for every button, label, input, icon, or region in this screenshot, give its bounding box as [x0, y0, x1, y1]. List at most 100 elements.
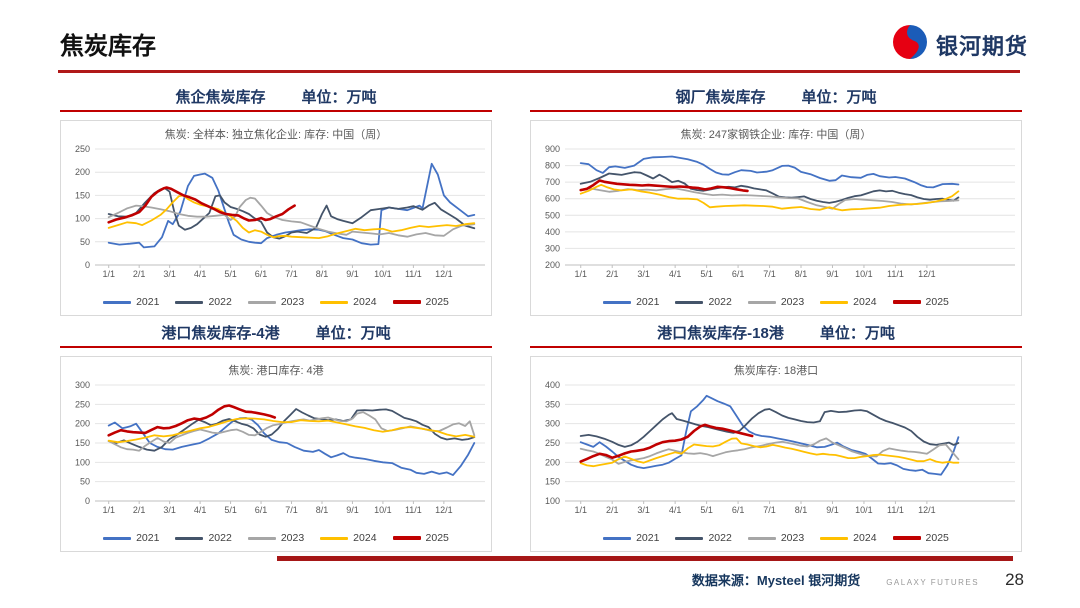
- svg-text:11/1: 11/1: [405, 269, 422, 279]
- svg-text:5/1: 5/1: [700, 269, 713, 279]
- legend-label: 2021: [636, 296, 660, 308]
- legend-swatch: [392, 536, 421, 540]
- chart-frame: 焦炭库存: 18港口 100 150 200 250 300 350 400 1/1 2/1 3/…: [530, 356, 1022, 552]
- chart-title-underline: [530, 346, 1022, 348]
- chart-unit-label: 单位：万吨: [801, 89, 877, 106]
- legend-item-2023: 2023: [247, 296, 305, 308]
- legend-item-2025: 2025: [892, 296, 949, 308]
- legend-label: 2025: [925, 532, 949, 544]
- svg-text:400: 400: [545, 227, 560, 237]
- svg-text:1/1: 1/1: [574, 505, 587, 515]
- svg-text:800: 800: [545, 161, 560, 171]
- svg-text:2/1: 2/1: [133, 505, 146, 515]
- svg-text:400: 400: [545, 380, 560, 390]
- svg-text:50: 50: [80, 477, 90, 487]
- legend-item-2025: 2025: [392, 296, 449, 308]
- chart-subtitle: 焦炭: 247家钢铁企业: 库存: 中国（周）: [680, 129, 872, 141]
- line-chart-coke-plants: 0 50 100 150 200 250 1/1 2/1 3/1 4/1 5/1 6/1 7/1 8/1 9…: [75, 144, 485, 279]
- legend-label: 2025: [925, 296, 949, 308]
- legend-swatch: [603, 536, 632, 540]
- svg-text:10/1: 10/1: [855, 505, 873, 515]
- chart-title: 焦企焦炭库存 单位：万吨: [60, 86, 492, 108]
- svg-text:200: 200: [75, 167, 90, 177]
- svg-text:200: 200: [545, 457, 560, 467]
- svg-text:900: 900: [545, 144, 560, 154]
- legend-swatch: [175, 300, 204, 304]
- chart-legend: 2021 2022 2023 2024 2025: [61, 296, 491, 308]
- legend-swatch: [103, 536, 132, 540]
- svg-text:5/1: 5/1: [224, 269, 237, 279]
- svg-text:9/1: 9/1: [346, 269, 359, 279]
- svg-text:7/1: 7/1: [285, 505, 298, 515]
- svg-text:8/1: 8/1: [316, 505, 329, 515]
- svg-text:6/1: 6/1: [255, 269, 268, 279]
- line-chart-ports-4: 0 50 100 150 200 250 300 1/1 2/1 3/1 4/1 5/1 6/1 7/1 8…: [75, 380, 485, 515]
- brand-text: GALAXY FUTURES: [886, 578, 980, 587]
- legend-label: 2023: [280, 296, 305, 308]
- svg-text:3/1: 3/1: [637, 269, 650, 279]
- svg-text:7/1: 7/1: [763, 269, 776, 279]
- svg-text:3/1: 3/1: [163, 269, 176, 279]
- legend-label: 2023: [280, 532, 305, 544]
- legend-label: 2022: [708, 296, 732, 308]
- legend-label: 2024: [353, 532, 377, 544]
- chart-panel-steel-mills: 钢厂焦炭库存 单位：万吨 焦炭: 247家钢铁企业: 库存: 中国（周） 200…: [530, 86, 1022, 316]
- svg-text:7/1: 7/1: [285, 269, 298, 279]
- legend-swatch: [103, 300, 132, 304]
- legend-swatch: [320, 536, 349, 540]
- chart-legend: 2021 2022 2023 2024 2025: [531, 296, 1021, 308]
- svg-text:6/1: 6/1: [732, 269, 745, 279]
- svg-text:2/1: 2/1: [606, 269, 619, 279]
- svg-text:8/1: 8/1: [795, 269, 808, 279]
- svg-text:700: 700: [545, 177, 560, 187]
- legend-swatch: [603, 300, 632, 304]
- legend-item-2021: 2021: [603, 532, 659, 544]
- svg-text:150: 150: [75, 190, 90, 200]
- legend-swatch: [820, 300, 849, 304]
- legend-label: 2021: [136, 532, 160, 544]
- legend-swatch: [675, 300, 704, 304]
- legend-swatch: [892, 300, 921, 304]
- legend-item-2024: 2024: [320, 296, 377, 308]
- svg-text:6/1: 6/1: [732, 505, 745, 515]
- chart-title-underline: [60, 346, 492, 348]
- logo-text: 银河期货: [935, 33, 1028, 59]
- legend-item-2021: 2021: [103, 532, 159, 544]
- chart-legend: 2021 2022 2023 2024 2025: [531, 532, 1021, 544]
- svg-text:250: 250: [545, 438, 560, 448]
- chart-title-underline: [60, 110, 492, 112]
- legend-swatch: [747, 536, 776, 540]
- chart-panel-ports-18: 港口焦炭库存-18港 单位：万吨 焦炭库存: 18港口 100 150 200 250…: [530, 322, 1022, 552]
- svg-text:200: 200: [75, 419, 90, 429]
- svg-text:4/1: 4/1: [669, 269, 682, 279]
- legend-swatch: [175, 536, 204, 540]
- page-number: 28: [1005, 570, 1024, 589]
- chart-legend: 2021 2022 2023 2024 2025: [61, 532, 491, 544]
- svg-text:100: 100: [75, 457, 90, 467]
- legend-item-2024: 2024: [820, 532, 877, 544]
- legend-label: 2021: [636, 532, 660, 544]
- legend-label: 2022: [208, 296, 232, 308]
- svg-text:10/1: 10/1: [855, 269, 873, 279]
- svg-text:12/1: 12/1: [435, 269, 453, 279]
- legend-label: 2022: [208, 532, 232, 544]
- legend-item-2022: 2022: [175, 296, 232, 308]
- legend-label: 2024: [853, 296, 877, 308]
- svg-text:300: 300: [545, 419, 560, 429]
- legend-item-2022: 2022: [675, 296, 732, 308]
- chart-subtitle: 焦炭: 全样本: 独立焦化企业: 库存: 中国（周）: [164, 129, 388, 141]
- svg-text:100: 100: [75, 214, 90, 224]
- legend-swatch: [247, 536, 276, 540]
- legend-swatch: [675, 536, 704, 540]
- chart-subtitle: 焦炭库存: 18港口: [733, 365, 819, 377]
- svg-text:10/1: 10/1: [374, 505, 392, 515]
- svg-text:150: 150: [545, 477, 560, 487]
- svg-text:250: 250: [75, 144, 90, 154]
- chart-unit-label: 单位：万吨: [819, 325, 895, 342]
- chart-title-underline: [530, 110, 1022, 112]
- legend-swatch: [747, 300, 776, 304]
- legend-item-2023: 2023: [747, 296, 804, 308]
- svg-text:500: 500: [545, 210, 560, 220]
- chart-panel-ports-4: 港口焦炭库存-4港 单位：万吨 焦炭: 港口库存: 4港 0 50 100 150 20…: [60, 322, 492, 552]
